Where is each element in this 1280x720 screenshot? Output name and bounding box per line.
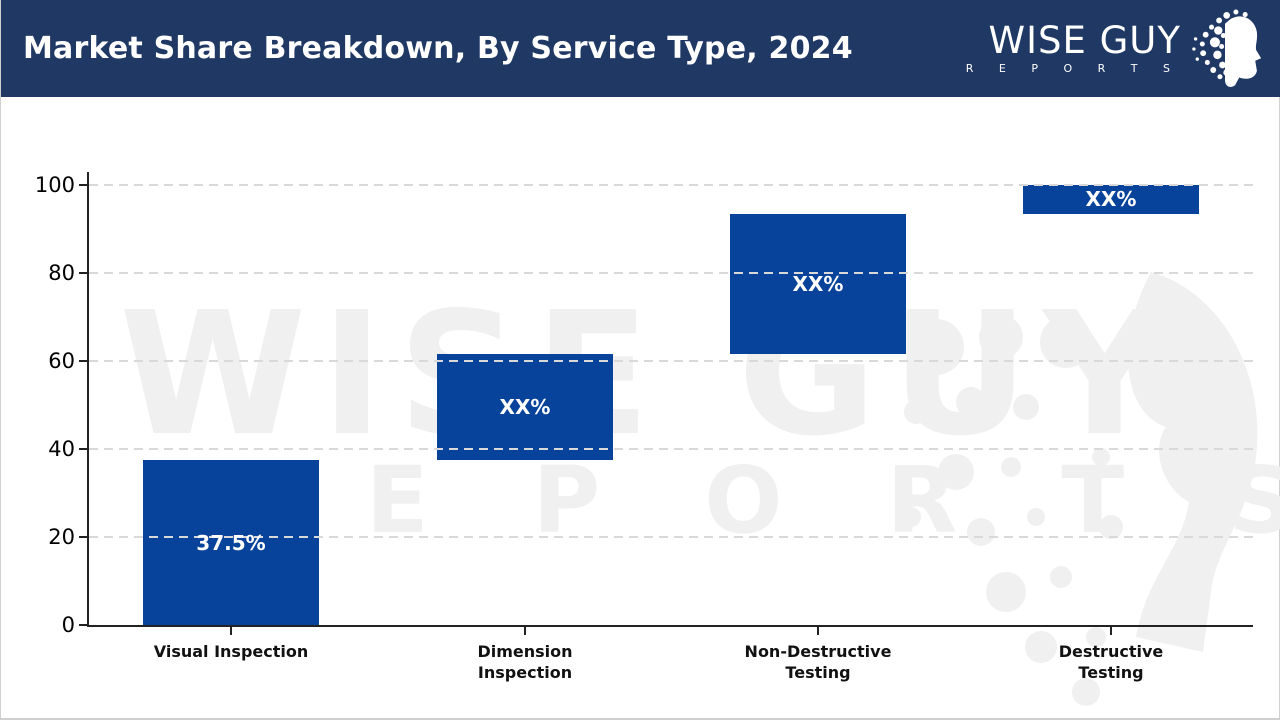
chart: WISE GUY R E P O R T S 37.5% XX% XX% XX% 0 20… <box>1 97 1280 720</box>
y-tick-80 <box>79 272 87 274</box>
gridline-20 <box>89 536 1253 538</box>
bar-1 <box>143 460 319 625</box>
logo-text: WISE GUY R E P O R T S <box>960 22 1181 75</box>
y-axis <box>87 172 89 627</box>
gridline-100 <box>89 184 1253 186</box>
header-bar: Market Share Breakdown, By Service Type,… <box>1 0 1280 97</box>
page-title: Market Share Breakdown, By Service Type,… <box>23 31 853 66</box>
watermark-text-line2: R E P O R T S <box>191 447 1280 554</box>
bar-label-2: XX% <box>499 395 551 420</box>
x-tick-3 <box>817 627 819 635</box>
bar-label-3: XX% <box>792 271 844 296</box>
y-tick-label-80: 80 <box>48 261 75 285</box>
y-tick-label-100: 100 <box>34 173 75 197</box>
category-label-4: Destructive Testing <box>1058 642 1164 682</box>
y-tick-label-40: 40 <box>48 437 75 461</box>
y-tick-label-60: 60 <box>48 349 75 373</box>
logo-head-icon <box>1192 9 1262 87</box>
gridline-40 <box>89 448 1253 450</box>
bar-2 <box>437 354 613 460</box>
y-tick-60 <box>79 360 87 362</box>
bar-3 <box>730 213 906 355</box>
y-tick-100 <box>79 184 87 186</box>
x-axis <box>87 625 1253 627</box>
gridline-80 <box>89 272 1253 274</box>
y-tick-label-20: 20 <box>48 525 75 549</box>
y-tick-40 <box>79 448 87 450</box>
wise-guy-logo: WISE GUY R E P O R T S <box>960 6 1267 92</box>
y-tick-20 <box>79 536 87 538</box>
category-label-1: Visual Inspection <box>153 642 309 661</box>
x-tick-2 <box>524 627 526 635</box>
x-tick-4 <box>1110 627 1112 635</box>
logo-wordmark: WISE GUY <box>988 19 1181 62</box>
bar-label-1: 37.5% <box>196 530 266 555</box>
x-tick-1 <box>230 627 232 635</box>
y-tick-label-0: 0 <box>61 613 75 637</box>
watermark-head-icon <box>901 272 1258 706</box>
bar-4 <box>1023 185 1199 214</box>
logo-subtext: R E P O R T S <box>965 62 1181 75</box>
category-label-3: Non-Destructive Testing <box>744 642 892 682</box>
category-label-2: Dimension Inspection <box>477 642 573 682</box>
bar-label-4: XX% <box>1085 187 1137 212</box>
gridline-60 <box>89 360 1253 362</box>
y-tick-0 <box>79 624 87 626</box>
